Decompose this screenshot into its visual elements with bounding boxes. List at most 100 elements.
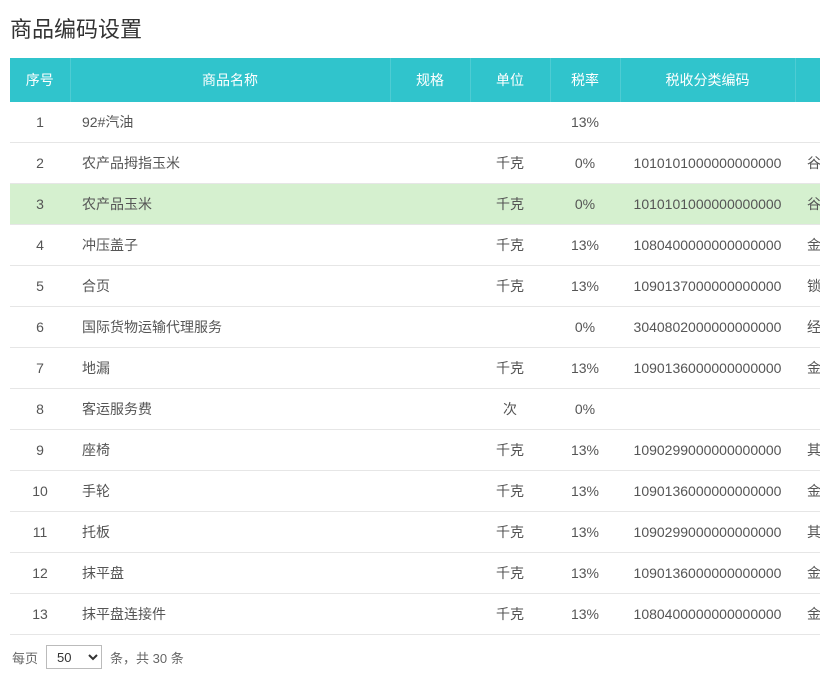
cell-code: 1090137000000000000 [620, 266, 795, 307]
cell-name: 92#汽油 [70, 102, 390, 143]
cell-code: 1080400000000000000 [620, 225, 795, 266]
total-count: 30 [153, 651, 167, 666]
pager: 每页 102050100 条，共 30 条 [0, 635, 830, 689]
cell-extra: 锁 [795, 266, 820, 307]
cell-seq: 3 [10, 184, 70, 225]
table-header-row: 序号 商品名称 规格 单位 税率 税收分类编码 [10, 58, 820, 102]
cell-unit: 千克 [470, 225, 550, 266]
cell-extra: 谷 [795, 143, 820, 184]
table-row[interactable]: 4冲压盖子千克13%1080400000000000000金 [10, 225, 820, 266]
cell-rate: 13% [550, 102, 620, 143]
per-page-label: 每页 [12, 648, 38, 667]
table-row[interactable]: 11托板 千克13%1090299000000000000其 [10, 512, 820, 553]
cell-seq: 8 [10, 389, 70, 430]
per-page-select[interactable]: 102050100 [46, 645, 102, 669]
th-unit[interactable]: 单位 [470, 58, 550, 102]
cell-seq: 13 [10, 594, 70, 635]
cell-code: 1080400000000000000 [620, 594, 795, 635]
cell-spec [390, 348, 470, 389]
cell-name: 农产品玉米 [70, 184, 390, 225]
th-code[interactable]: 税收分类编码 [620, 58, 795, 102]
cell-rate: 13% [550, 225, 620, 266]
cell-rate: 13% [550, 430, 620, 471]
table-row[interactable]: 10手轮 千克13%1090136000000000000金 [10, 471, 820, 512]
th-seq[interactable]: 序号 [10, 58, 70, 102]
table-row[interactable]: 3农产品玉米 千克0%1010101000000000000谷 [10, 184, 820, 225]
cell-code: 1090136000000000000 [620, 471, 795, 512]
pager-total-text: 条，共 30 条 [110, 648, 184, 667]
table-container: 序号 商品名称 规格 单位 税率 税收分类编码 192#汽油13%2农产品拇指玉… [0, 58, 830, 635]
cell-code: 1090299000000000000 [620, 512, 795, 553]
cell-seq: 6 [10, 307, 70, 348]
table-row[interactable]: 192#汽油 13% [10, 102, 820, 143]
cell-code: 1090136000000000000 [620, 348, 795, 389]
cell-unit: 千克 [470, 430, 550, 471]
cell-code [620, 102, 795, 143]
table-row[interactable]: 9座椅千克13%1090299000000000000其 [10, 430, 820, 471]
cell-code: 1010101000000000000 [620, 184, 795, 225]
cell-name: 国际货物运输代理服务 [70, 307, 390, 348]
cell-unit: 千克 [470, 471, 550, 512]
cell-extra: 金 [795, 225, 820, 266]
cell-seq: 5 [10, 266, 70, 307]
cell-extra: 金 [795, 471, 820, 512]
cell-extra [795, 389, 820, 430]
total-suffix: 条 [171, 651, 184, 666]
table-row[interactable]: 8客运服务费次0% [10, 389, 820, 430]
cell-seq: 10 [10, 471, 70, 512]
total-prefix: 条，共 [110, 651, 149, 666]
cell-name: 合页 [70, 266, 390, 307]
cell-seq: 1 [10, 102, 70, 143]
cell-seq: 2 [10, 143, 70, 184]
cell-seq: 7 [10, 348, 70, 389]
table-row[interactable]: 5合页 千克13%1090137000000000000锁 [10, 266, 820, 307]
cell-name: 抹平盘连接件 [70, 594, 390, 635]
cell-code: 3040802000000000000 [620, 307, 795, 348]
cell-rate: 13% [550, 266, 620, 307]
th-name[interactable]: 商品名称 [70, 58, 390, 102]
cell-rate: 13% [550, 348, 620, 389]
cell-spec [390, 389, 470, 430]
cell-seq: 9 [10, 430, 70, 471]
cell-spec [390, 143, 470, 184]
cell-rate: 0% [550, 389, 620, 430]
cell-rate: 13% [550, 512, 620, 553]
cell-name: 客运服务费 [70, 389, 390, 430]
cell-spec [390, 266, 470, 307]
cell-unit [470, 102, 550, 143]
cell-spec [390, 184, 470, 225]
cell-code: 1010101000000000000 [620, 143, 795, 184]
th-spec[interactable]: 规格 [390, 58, 470, 102]
cell-rate: 0% [550, 143, 620, 184]
cell-spec [390, 225, 470, 266]
cell-extra: 经 [795, 307, 820, 348]
cell-seq: 12 [10, 553, 70, 594]
cell-rate: 0% [550, 307, 620, 348]
cell-rate: 13% [550, 594, 620, 635]
cell-extra [795, 102, 820, 143]
table-row[interactable]: 12抹平盘千克13%1090136000000000000金 [10, 553, 820, 594]
cell-unit: 千克 [470, 266, 550, 307]
cell-extra: 谷 [795, 184, 820, 225]
cell-unit: 千克 [470, 184, 550, 225]
page-title: 商品编码设置 [0, 0, 830, 58]
cell-rate: 0% [550, 184, 620, 225]
th-rate[interactable]: 税率 [550, 58, 620, 102]
table-row[interactable]: 2农产品拇指玉米千克0%1010101000000000000谷 [10, 143, 820, 184]
table-body: 192#汽油13%2农产品拇指玉米千克0%1010101000000000000… [10, 102, 820, 635]
cell-unit: 千克 [470, 512, 550, 553]
cell-rate: 13% [550, 471, 620, 512]
table-row[interactable]: 6国际货物运输代理服务 0%3040802000000000000经 [10, 307, 820, 348]
cell-spec [390, 512, 470, 553]
cell-unit: 千克 [470, 594, 550, 635]
cell-unit: 千克 [470, 348, 550, 389]
cell-spec [390, 307, 470, 348]
cell-name: 托板 [70, 512, 390, 553]
cell-name: 手轮 [70, 471, 390, 512]
cell-unit [470, 307, 550, 348]
cell-seq: 11 [10, 512, 70, 553]
cell-extra: 金 [795, 348, 820, 389]
table-row[interactable]: 13抹平盘连接件千克13%1080400000000000000金 [10, 594, 820, 635]
table-row[interactable]: 7地漏千克13%1090136000000000000金 [10, 348, 820, 389]
cell-extra: 其 [795, 512, 820, 553]
